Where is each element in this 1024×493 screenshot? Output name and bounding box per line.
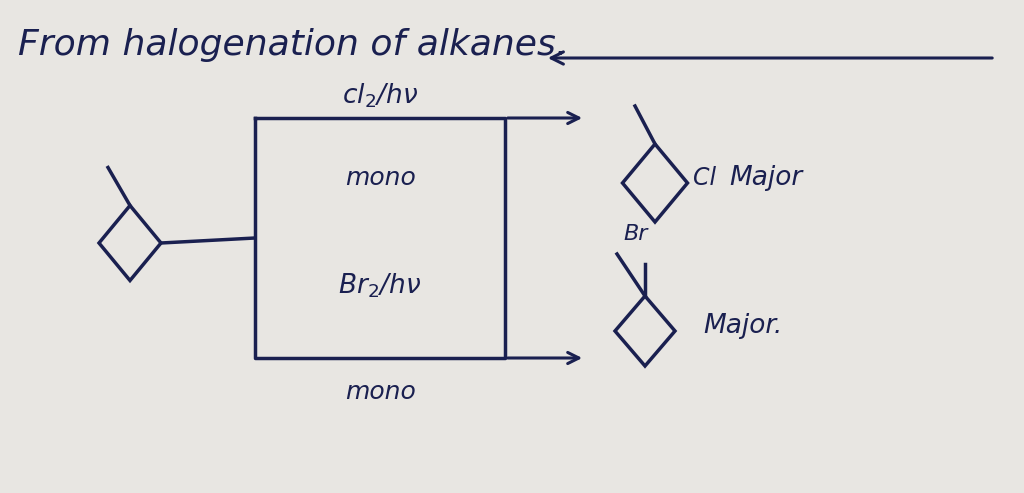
Text: Cl: Cl — [693, 166, 717, 190]
Text: From halogenation of alkanes.: From halogenation of alkanes. — [18, 28, 567, 62]
Text: mono: mono — [345, 166, 416, 190]
Text: Major.: Major. — [703, 313, 782, 339]
Text: cl$_2$/h$\nu$: cl$_2$/h$\nu$ — [342, 81, 418, 110]
Text: Br$_2$/h$\nu$: Br$_2$/h$\nu$ — [338, 272, 422, 300]
Text: mono: mono — [345, 380, 416, 404]
Text: Br: Br — [623, 224, 647, 244]
Text: Major: Major — [729, 165, 803, 191]
